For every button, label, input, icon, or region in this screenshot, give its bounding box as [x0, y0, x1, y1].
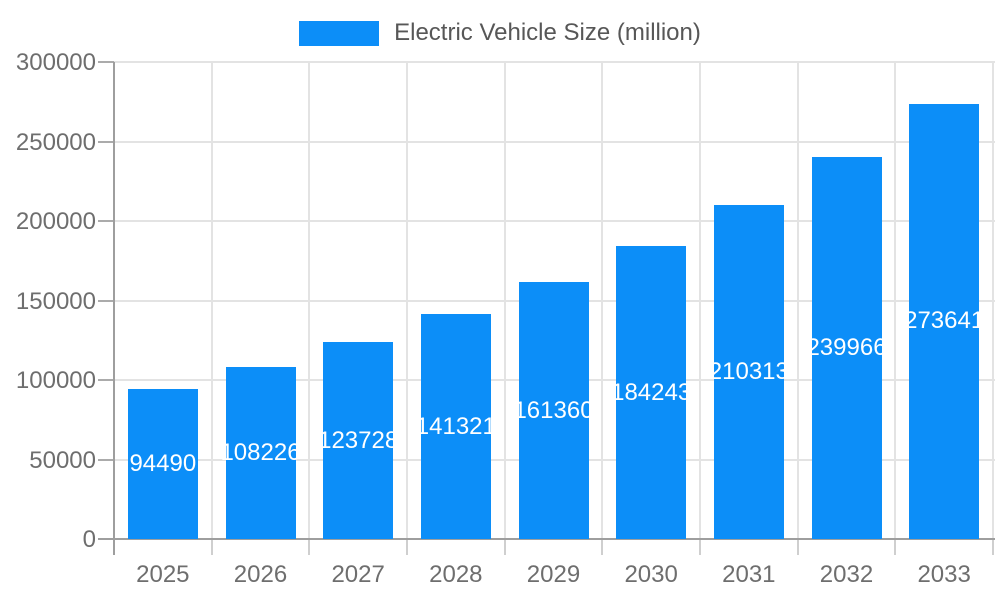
- x-axis-label: 2029: [526, 561, 581, 588]
- x-gridline: [406, 62, 408, 539]
- x-tick-mark: [894, 539, 897, 555]
- bar: [713, 204, 784, 539]
- bar-value-label: 161360: [513, 396, 594, 424]
- x-gridline: [308, 62, 311, 539]
- bar-value-label: 184243: [611, 378, 692, 406]
- x-tick-mark: [699, 539, 701, 555]
- y-axis-label: 50000: [29, 446, 96, 474]
- bar-value-label: 273641: [904, 307, 985, 335]
- x-gridline: [503, 62, 506, 539]
- x-tick-mark: [796, 539, 799, 555]
- bar-value-label: 108226: [220, 438, 301, 466]
- y-axis-label: 200000: [15, 208, 96, 235]
- x-gridline: [210, 62, 213, 539]
- x-axis-label: 2026: [233, 561, 288, 588]
- legend-label: Electric Vehicle Size (million): [394, 19, 701, 46]
- x-tick-mark: [308, 539, 311, 555]
- y-tick-mark: [98, 379, 114, 381]
- y-tick-mark: [98, 458, 114, 461]
- x-gridline: [992, 62, 994, 539]
- x-tick-mark: [992, 539, 994, 555]
- bar: [909, 103, 980, 539]
- bar: [323, 342, 394, 539]
- bar: [225, 366, 296, 539]
- bar-value-label: 94490: [129, 449, 197, 477]
- y-gridline: [114, 220, 995, 222]
- bar-value-label: 239966: [806, 334, 887, 362]
- y-tick-mark: [98, 140, 114, 143]
- bar-value-label: 123728: [318, 426, 399, 454]
- x-gridline: [894, 62, 897, 539]
- x-tick-mark: [210, 539, 213, 555]
- bar: [420, 314, 491, 539]
- bar-value-label: 141321: [415, 412, 496, 440]
- y-axis-label: 300000: [15, 49, 96, 76]
- x-tick-mark: [503, 539, 506, 555]
- y-axis-label: 250000: [15, 128, 96, 156]
- x-axis-label: 2028: [429, 561, 483, 588]
- bar-value-label: 210313: [708, 357, 789, 385]
- y-axis-label: 100000: [15, 367, 96, 394]
- bar: [616, 246, 687, 539]
- x-tick-mark: [406, 539, 408, 555]
- y-tick-mark: [98, 299, 114, 302]
- x-axis-label: 2031: [722, 561, 776, 588]
- bar: [518, 282, 589, 539]
- legend: Electric Vehicle Size (million): [0, 20, 1000, 46]
- x-gridline: [796, 62, 799, 539]
- x-axis-label: 2025: [136, 561, 190, 588]
- y-axis-label: 150000: [15, 287, 96, 315]
- x-tick-mark: [601, 539, 604, 555]
- x-gridline: [699, 62, 701, 539]
- y-gridline: [114, 140, 995, 143]
- bar: [811, 157, 882, 539]
- x-axis-label: 2032: [819, 561, 874, 588]
- x-gridline: [601, 62, 604, 539]
- bar: [127, 388, 198, 539]
- y-axis-line: [113, 62, 115, 555]
- y-tick-mark: [98, 61, 114, 63]
- legend-swatch: [299, 20, 380, 46]
- x-axis-label: 2027: [331, 561, 385, 588]
- x-axis-line: [98, 538, 995, 540]
- y-tick-mark: [98, 220, 114, 222]
- y-gridline: [114, 61, 995, 63]
- x-axis-label: 2033: [917, 561, 971, 588]
- x-axis-label: 2030: [624, 561, 678, 588]
- y-axis-label: 0: [82, 526, 96, 553]
